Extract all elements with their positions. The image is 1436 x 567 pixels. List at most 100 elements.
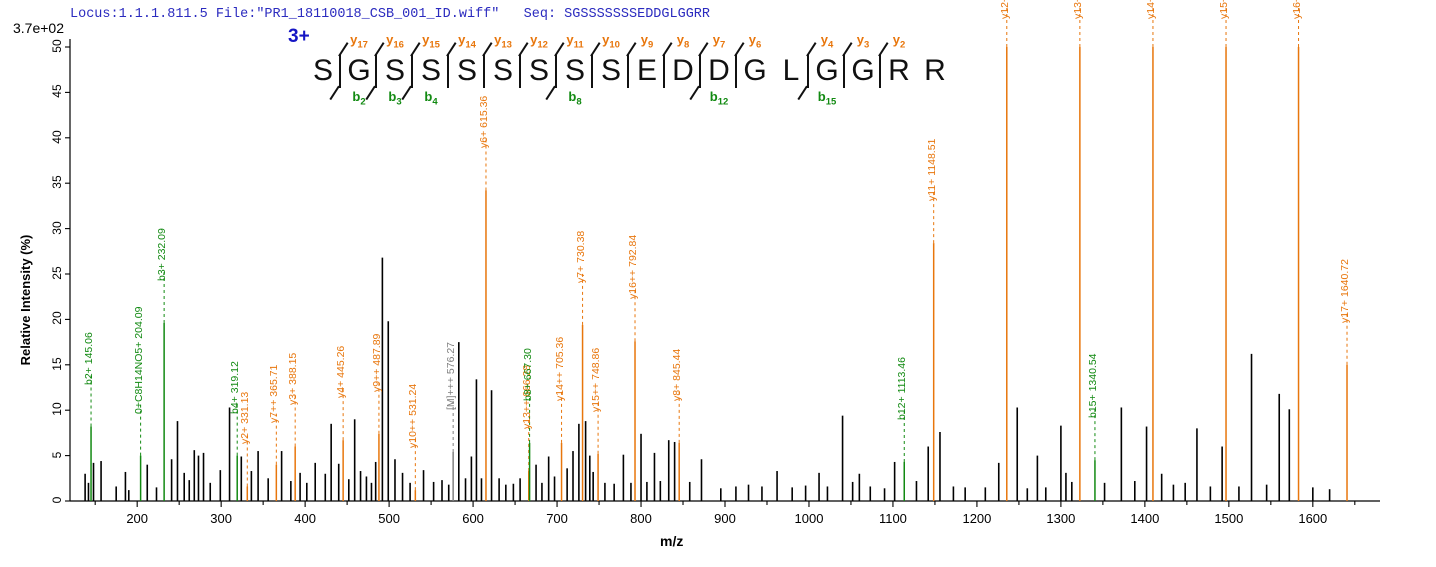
peak-annotation-label: 0+C8H14NO5+ 204.09 (132, 306, 145, 414)
y-ion-tick (663, 54, 665, 88)
y-ion-label: y9 (640, 32, 654, 51)
peak-annotation-label: y7++ 365.71 (268, 364, 281, 423)
peak-annotation-label: y9++ 487.89 (370, 333, 383, 392)
y-tick-label: 30 (50, 220, 64, 235)
y-ion-tick (447, 54, 449, 88)
b-ion-tick (411, 54, 413, 88)
y-ion-label: y2 (892, 32, 906, 51)
peak-annotation-label: b8+ 667.30 (521, 348, 534, 401)
x-tick-label: 1300 (1046, 511, 1076, 526)
y-ion-label: y12 (530, 32, 548, 51)
x-tick-label: 400 (294, 511, 316, 526)
b-ion-tick (699, 54, 701, 88)
peak-annotation-label: b12+ 1113.46 (896, 356, 909, 420)
y-axis-title: Relative Intensity (%) (18, 234, 33, 366)
peak-annotation-label: y15+ 1496.65 (1218, 0, 1230, 19)
y-ion-label: y7 (712, 32, 726, 51)
sequence-residue: L (782, 54, 800, 87)
x-tick-label: 500 (378, 511, 400, 526)
peak-annotation-label: [M]+++ 576.27 (445, 341, 458, 410)
y-tick-label: 45 (50, 84, 64, 99)
x-tick-label: 1600 (1298, 511, 1328, 526)
y-ion-label: y3 (856, 32, 870, 51)
peak-annotation-label: y15++ 748.86 (590, 347, 603, 412)
y-ion-tick (483, 54, 485, 88)
x-tick-label: 1200 (962, 511, 992, 526)
y-ion-tick (519, 54, 521, 88)
x-tick-label: 200 (126, 511, 149, 526)
x-tick-label: 600 (462, 511, 484, 526)
peak-annotation-label: y10++ 531.24 (407, 383, 420, 449)
y-ion-tick (627, 54, 629, 88)
peak-annotation-label: y4+ 445.26 (335, 345, 348, 399)
y-ion-label: y13 (494, 32, 512, 51)
peak-annotation-label: y6+ 615.36 (477, 96, 490, 149)
y-ion-label: y15 (422, 32, 440, 51)
y-ion-tick (735, 54, 737, 88)
peak-annotation-label: y8+ 845.44 (671, 348, 684, 401)
y-ion-label: y4 (820, 32, 834, 51)
y-ion-label: y8 (676, 32, 690, 51)
sequence-residue: R (924, 54, 946, 87)
y-tick-label: 25 (50, 266, 64, 280)
peak-annotation-label: y14++ 705.36 (553, 336, 566, 401)
peak-annotation-label: y3+ 388.15 (287, 352, 300, 405)
y-tick-label: 0 (50, 496, 64, 504)
b-ion-label: b2 (352, 89, 366, 108)
x-tick-label: 1500 (1214, 511, 1244, 526)
y-ion-tick (879, 54, 881, 88)
y-tick-label: 40 (50, 130, 64, 144)
peak-annotation-label: b2+ 145.06 (83, 331, 96, 385)
annotated-peak-lines (90, 7, 1348, 501)
peak-annotation-label: y11+ 1148.51 (925, 138, 938, 202)
y-ion-label: y11 (566, 32, 584, 51)
peak-annotation-label: y14+ 1409.62 (1145, 0, 1157, 19)
y-tick-label: 35 (50, 175, 64, 189)
peak-annotation-label: y16+ 1583 (1291, 0, 1303, 19)
y-ion-label: y14 (458, 32, 476, 51)
peak-lines (84, 257, 1331, 501)
peak-annotation-label: b3+ 232.09 (156, 228, 169, 282)
b-ion-label: b3 (388, 89, 402, 108)
x-tick-label: 300 (210, 511, 232, 526)
peak-annotation-label: y7+ 730.38 (574, 230, 587, 283)
x-tick-label: 700 (546, 511, 568, 526)
peak-annotation-label: y16++ 792.84 (627, 234, 639, 300)
y-ion-tick (591, 54, 593, 88)
peak-annotation-label: b15+ 1340.54 (1086, 353, 1099, 419)
b-ion-label: b8 (568, 89, 582, 108)
sequence-residue: S (312, 54, 333, 87)
y-tick-label: 10 (50, 402, 64, 416)
peak-annotation-label: y13+ 1322.59 (1072, 0, 1084, 19)
peak-annotation-label: y17+ 1640.72 (1339, 258, 1351, 323)
x-tick-label: 900 (714, 511, 736, 526)
y-ion-label: y6 (748, 32, 762, 51)
b-ion-tick (339, 54, 341, 88)
y-tick-label: 50 (50, 39, 64, 53)
y-ion-label: y10 (602, 32, 620, 51)
y-tick-label: 5 (50, 451, 64, 458)
x-tick-label: 1100 (878, 511, 907, 526)
x-tick-label: 1400 (1130, 511, 1160, 526)
b-ion-label: b15 (817, 89, 837, 108)
axes (65, 39, 1380, 507)
x-tick-label: 1000 (794, 511, 824, 526)
peak-annotation-label: y12+ 1235.56 (999, 0, 1011, 19)
